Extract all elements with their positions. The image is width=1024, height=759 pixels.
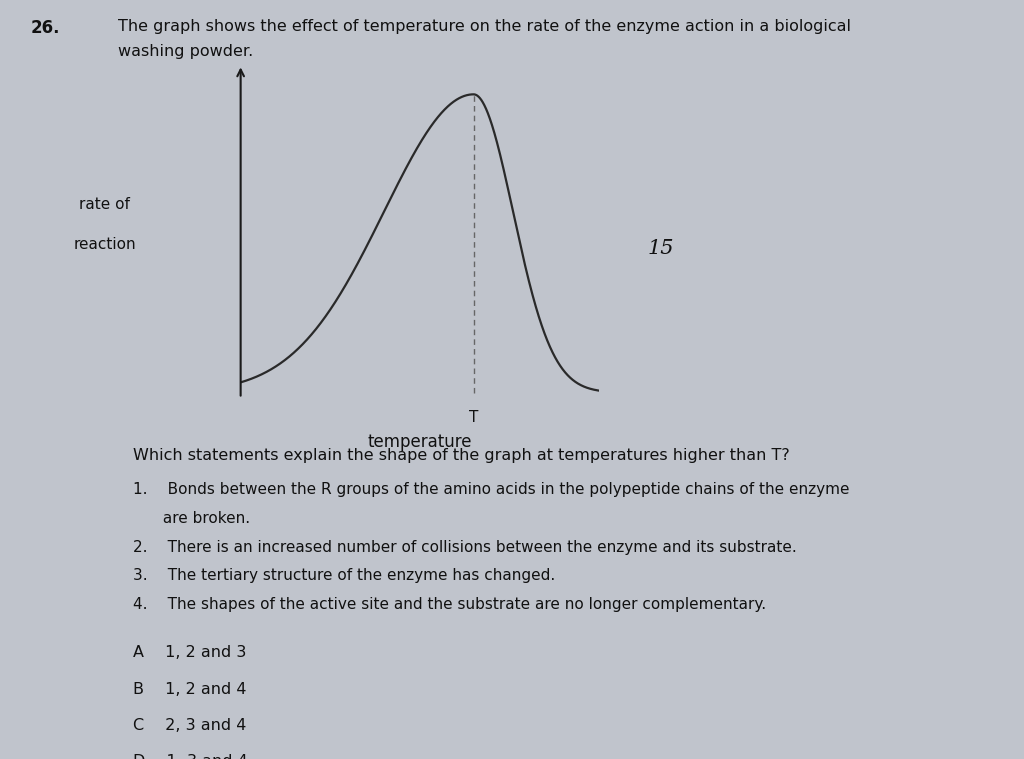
- Text: washing powder.: washing powder.: [118, 44, 253, 59]
- Text: 2.  There is an increased number of collisions between the enzyme and its substr: 2. There is an increased number of colli…: [133, 540, 797, 555]
- Text: The graph shows the effect of temperature on the rate of the enzyme action in a : The graph shows the effect of temperatur…: [118, 19, 851, 34]
- Text: reaction: reaction: [73, 238, 136, 252]
- Text: Which statements explain the shape of the graph at temperatures higher than T?: Which statements explain the shape of th…: [133, 448, 790, 463]
- Text: B  1, 2 and 4: B 1, 2 and 4: [133, 682, 247, 697]
- Text: are broken.: are broken.: [133, 511, 250, 526]
- Text: A  1, 2 and 3: A 1, 2 and 3: [133, 645, 247, 660]
- Text: temperature: temperature: [368, 433, 472, 451]
- Text: 1.  Bonds between the R groups of the amino acids in the polypeptide chains of t: 1. Bonds between the R groups of the ami…: [133, 482, 850, 497]
- Text: T: T: [469, 411, 478, 425]
- Text: 15: 15: [647, 238, 674, 258]
- Text: 3.  The tertiary structure of the enzyme has changed.: 3. The tertiary structure of the enzyme …: [133, 568, 555, 584]
- Text: 4.  The shapes of the active site and the substrate are no longer complementary.: 4. The shapes of the active site and the…: [133, 597, 766, 613]
- Text: rate of: rate of: [79, 197, 130, 213]
- Text: D  1, 3 and 4: D 1, 3 and 4: [133, 754, 248, 759]
- Text: 26.: 26.: [31, 19, 60, 37]
- Text: C  2, 3 and 4: C 2, 3 and 4: [133, 718, 247, 733]
